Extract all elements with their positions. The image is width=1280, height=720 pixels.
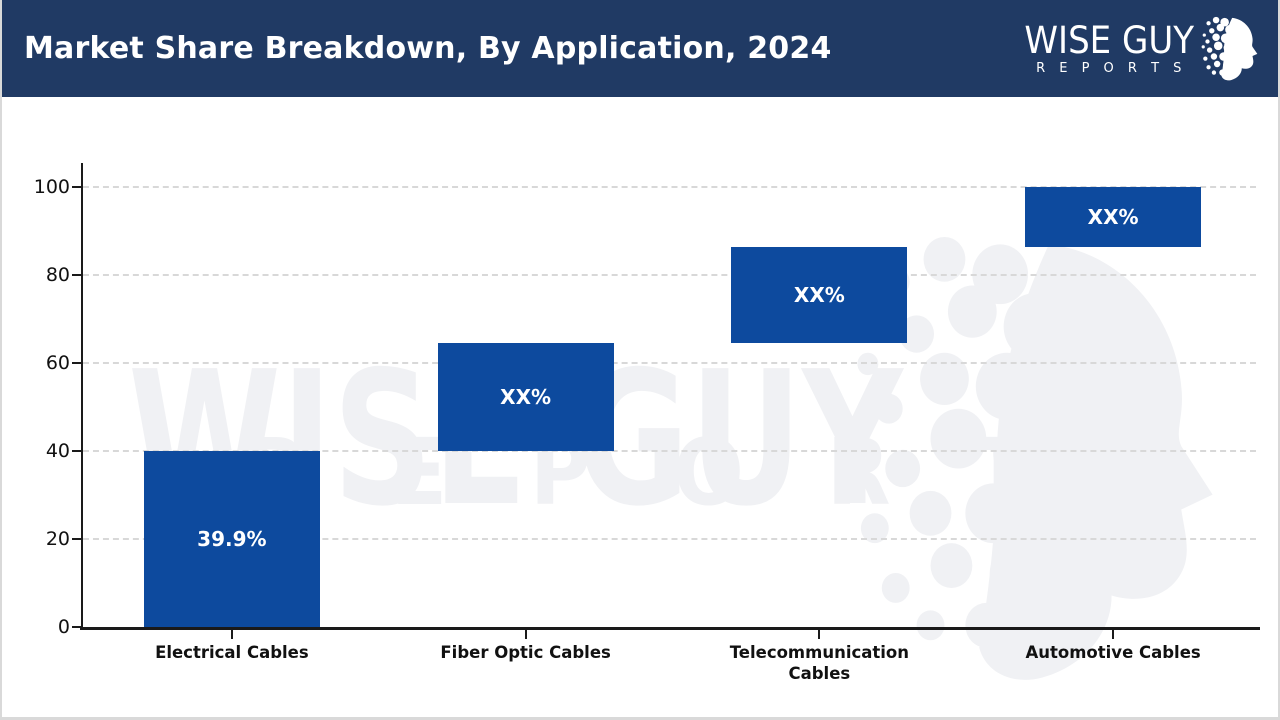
x-tick-0 [230, 630, 233, 639]
y-axis-line [81, 163, 83, 628]
gridline-100 [83, 186, 1256, 188]
category-label-0: Electrical Cables [155, 643, 309, 662]
y-tick-0 [72, 626, 81, 628]
y-tick-label-80: 80 [45, 264, 70, 286]
bar-telecommunication-cables: XX% [731, 246, 908, 344]
category-label-2: Telecommunication Cables [729, 643, 910, 683]
bar-value-label: XX% [500, 385, 552, 410]
x-axis-line [80, 627, 1260, 630]
brand-logo: WISE GUY R E P O R T S [1017, 8, 1260, 90]
y-tick-40 [72, 450, 81, 452]
category-label-3: Automotive Cables [1025, 643, 1201, 662]
bar-value-label: XX% [1087, 204, 1139, 229]
gridline-60 [83, 362, 1256, 364]
y-tick-label-60: 60 [45, 352, 70, 374]
chart-title: Market Share Breakdown, By Application, … [24, 31, 832, 66]
x-tick-3 [1112, 630, 1115, 639]
brand-logo-text: WISE GUY R E P O R T S [1017, 22, 1201, 75]
bar-value-label: XX% [793, 283, 845, 307]
bar-value-label: 39.9% [197, 527, 267, 552]
y-tick-100 [72, 186, 81, 188]
y-tick-80 [72, 274, 81, 276]
y-tick-label-0: 0 [57, 616, 70, 638]
bar-automotive-cables: XX% [1025, 187, 1202, 247]
bar-fiber-optic-cables: XX% [437, 343, 614, 452]
gridline-80 [83, 274, 1256, 276]
logo-head-icon [1201, 16, 1258, 80]
header-bar: Market Share Breakdown, By Application, … [2, 0, 1278, 97]
y-tick-20 [72, 538, 81, 540]
x-tick-1 [524, 630, 527, 639]
chart-area: WISE GUY R E P O R T S 0 20 40 60 80 100 39.9%… [2, 97, 1278, 717]
category-label-1: Fiber Optic Cables [440, 643, 611, 662]
y-tick-60 [72, 362, 81, 364]
y-tick-label-20: 20 [45, 528, 70, 550]
y-tick-label-40: 40 [45, 440, 70, 462]
y-tick-label-100: 100 [33, 176, 70, 198]
gridline-20 [83, 538, 1256, 540]
gridline-40 [83, 450, 1256, 452]
plot-area: 0 20 40 60 80 100 39.9% Electrical Cables XX% Fib… [2, 97, 1278, 717]
logo-wordmark: WISE GUY [1023, 19, 1194, 62]
logo-subtext: R E P O R T S [1036, 61, 1187, 76]
x-tick-2 [818, 630, 821, 639]
bar-electrical-cables: 39.9% [143, 451, 320, 627]
